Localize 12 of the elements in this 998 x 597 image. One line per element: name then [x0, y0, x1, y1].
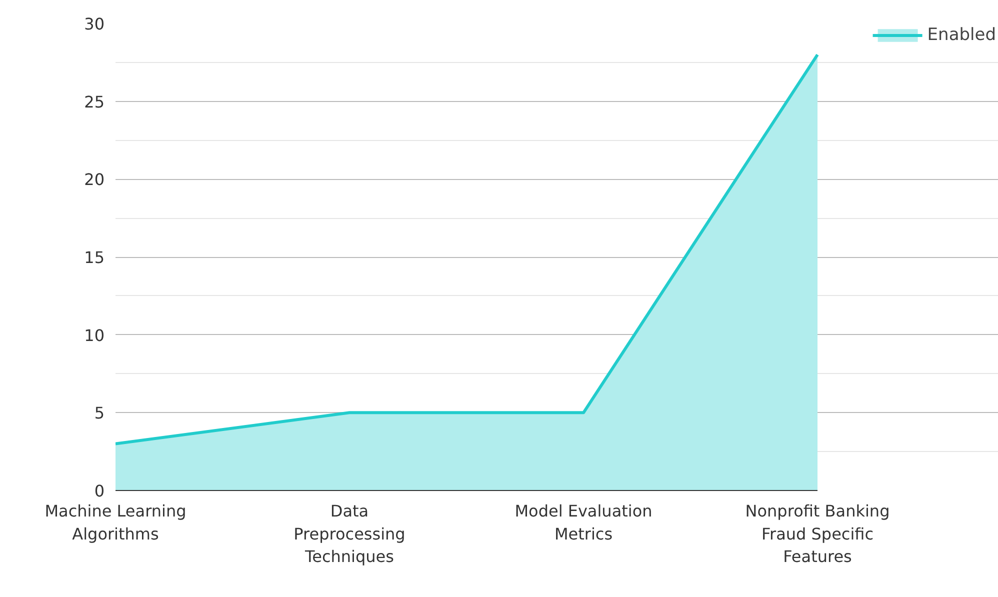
y-tick-label: 0 [94, 482, 105, 500]
x-tick-label: Model Evaluation Metrics [514, 502, 652, 544]
y-tick-label: 25 [84, 92, 104, 112]
y-tick-label: 20 [84, 170, 104, 190]
x-tick-label: Nonprofit Banking Fraud Specific Features [745, 502, 890, 566]
y-tick-label: 15 [84, 248, 104, 267]
x-tick-label: Machine Learning Algorithms [44, 502, 186, 544]
x-tick-label: Data Preprocessing Techniques [294, 502, 406, 566]
y-tick-label: 10 [84, 326, 104, 345]
legend-label: Enabled [927, 25, 996, 45]
y-tick-label: 5 [94, 404, 105, 423]
y-tick-label: 30 [84, 14, 104, 34]
